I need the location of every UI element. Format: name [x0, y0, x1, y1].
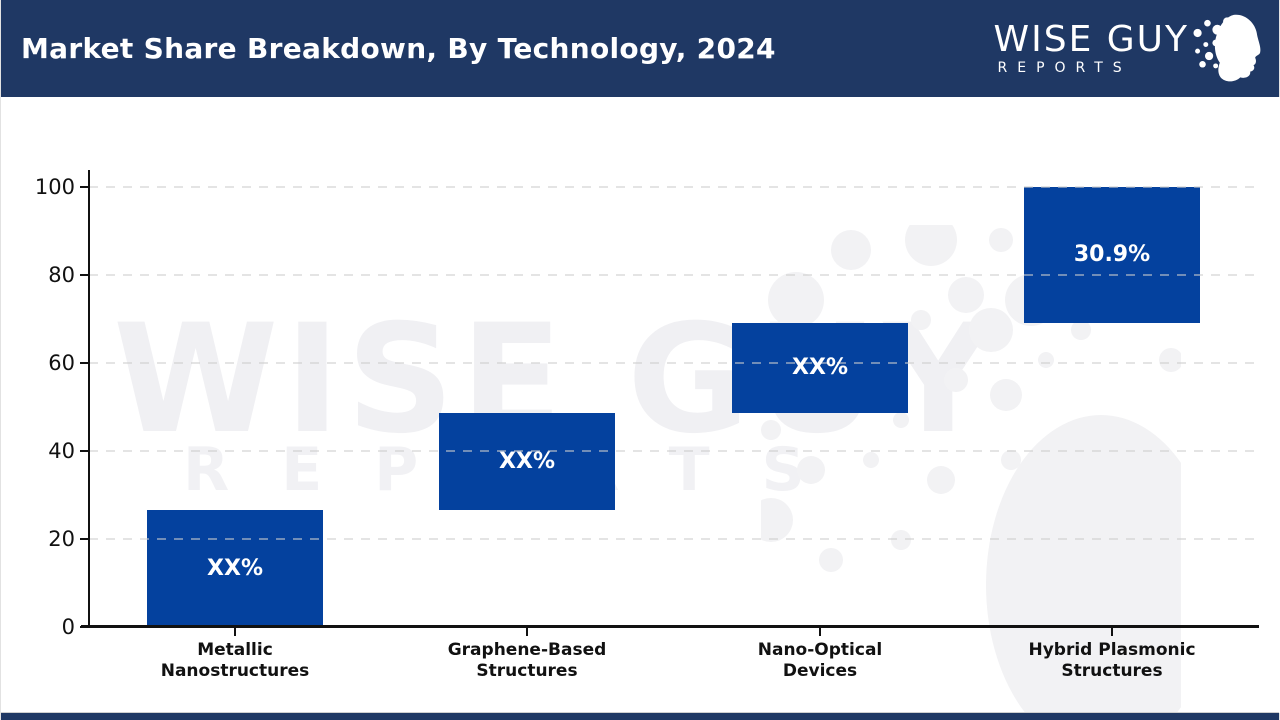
brand-face-icon	[1191, 6, 1265, 92]
x-category-label-line: Graphene-Based	[447, 640, 607, 660]
y-tick-label-80: 80	[48, 263, 75, 287]
bar-segment-1	[439, 413, 615, 511]
y-tick-mark-80	[80, 274, 89, 276]
x-tick-mark-1	[526, 628, 528, 636]
y-tick-label-20: 20	[48, 527, 75, 551]
y-tick-mark-60	[80, 362, 89, 364]
bar-value-label-3: 30.9%	[1073, 241, 1151, 267]
brand-logo: WISE GUY REPORTS	[994, 6, 1266, 92]
footer-bar	[1, 712, 1279, 720]
y-tick-mark-100	[80, 186, 89, 188]
x-category-label-0: Metallic Nanostructures	[95, 640, 375, 682]
chart-title: Market Share Breakdown, By Technology, 2…	[21, 32, 776, 65]
plot-area: XX% XX% XX% 30.9% 0 20 40 60 80 100 Metallic Nanost…	[1, 97, 1280, 713]
y-axis-line	[88, 170, 90, 628]
y-tick-label-60: 60	[48, 351, 75, 375]
x-tick-mark-0	[234, 628, 236, 636]
x-tick-mark-3	[1111, 628, 1113, 636]
bar-value-label-0: XX%	[207, 555, 263, 581]
y-tick-mark-20	[80, 538, 89, 540]
y-tick-label-100: 100	[34, 175, 75, 199]
x-axis-line	[81, 625, 1259, 628]
bar-segment-3	[1024, 187, 1200, 323]
bar-value-label-1: XX%	[499, 448, 555, 474]
x-category-label-line: Structures	[1061, 661, 1163, 681]
x-category-label-line: Hybrid Plasmonic	[1028, 640, 1196, 660]
x-category-label-2: Nano-Optical Devices	[680, 640, 960, 682]
y-tick-mark-40	[80, 450, 89, 452]
gridline-y-20	[89, 538, 1259, 540]
x-category-label-line: Nanostructures	[160, 661, 310, 681]
x-category-label-line: Devices	[782, 661, 858, 681]
y-tick-label-0: 0	[61, 615, 75, 639]
brand-logo-text: WISE GUY REPORTS	[993, 19, 1190, 77]
bar-segment-0	[147, 510, 323, 627]
bar-segment-2	[732, 322, 908, 414]
gridline-y-60	[89, 362, 1259, 364]
gridline-y-100	[89, 186, 1259, 188]
gridline-y-40	[89, 450, 1259, 452]
x-category-label-1: Graphene-Based Structures	[387, 640, 667, 682]
x-category-label-line: Nano-Optical	[757, 640, 883, 660]
x-tick-mark-2	[819, 628, 821, 636]
x-category-label-3: Hybrid Plasmonic Structures	[972, 640, 1252, 682]
gridline-y-80	[89, 274, 1259, 276]
brand-logo-name: WISE GUY	[993, 19, 1189, 60]
y-tick-label-40: 40	[48, 439, 75, 463]
brand-logo-subtitle: REPORTS	[997, 60, 1132, 76]
header-bar: Market Share Breakdown, By Technology, 2…	[1, 0, 1279, 97]
x-category-label-line: Metallic	[197, 640, 273, 660]
bar-value-label-2: XX%	[792, 355, 848, 381]
x-category-label-line: Structures	[476, 661, 578, 681]
